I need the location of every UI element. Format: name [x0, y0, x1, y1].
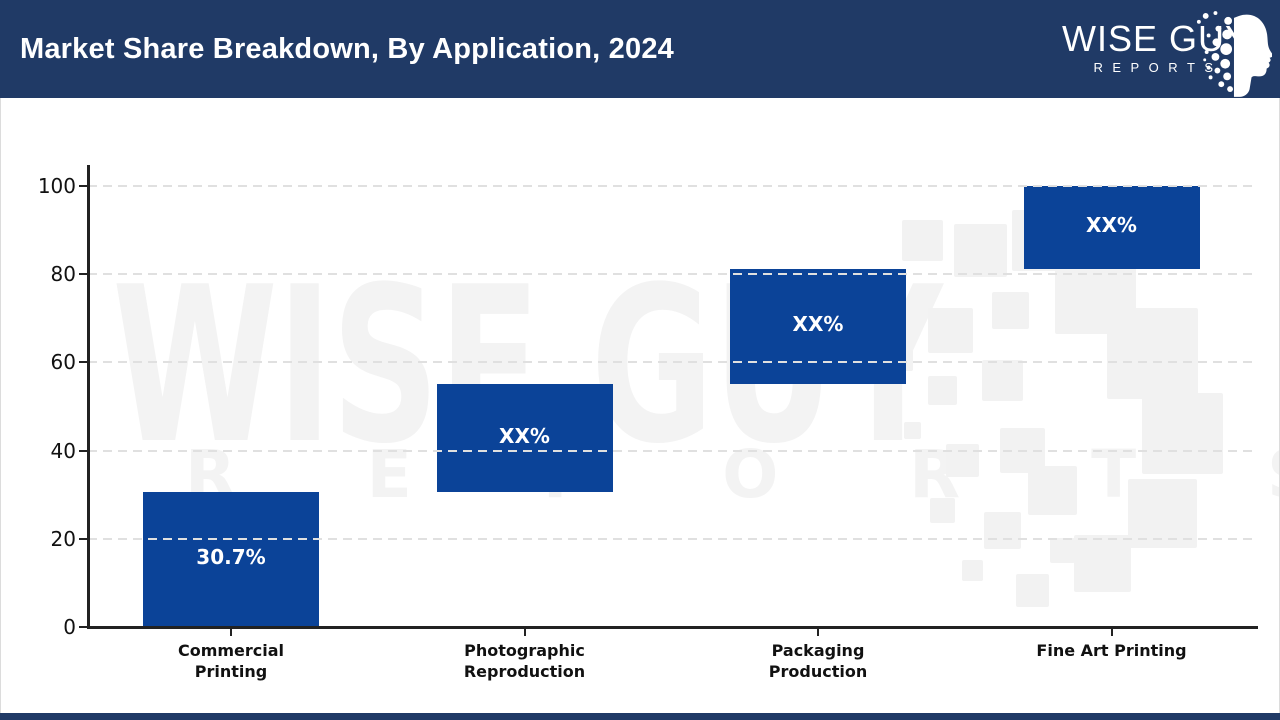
- bar-segment: [143, 491, 319, 627]
- y-tick-mark: [79, 361, 87, 364]
- bar-segment: [1023, 186, 1200, 269]
- bar-value-label: XX%: [792, 312, 844, 337]
- grid-line: [88, 361, 1256, 364]
- x-tick-mark: [230, 628, 232, 636]
- x-tick-mark: [523, 628, 526, 636]
- grid-line: [88, 537, 1256, 540]
- y-tick-mark: [79, 626, 87, 628]
- y-tick-label: 80: [50, 262, 76, 287]
- bar-value-label: 30.7%: [196, 545, 266, 570]
- y-tick-label: 100: [37, 174, 76, 198]
- page-title: Market Share Breakdown, By Application, …: [20, 32, 674, 65]
- y-tick-mark: [79, 537, 87, 540]
- grid-line: [88, 449, 1256, 452]
- y-tick-label: 0: [63, 615, 76, 639]
- x-category-label: Commercial Printing: [177, 641, 285, 681]
- y-tick-label: 60: [50, 350, 76, 375]
- y-tick-label: 40: [50, 438, 76, 463]
- y-tick-label: 20: [50, 526, 76, 551]
- x-tick-mark: [1110, 628, 1113, 636]
- grid-line: [88, 273, 1256, 276]
- logo: WISE GUY REPORTS: [1022, 4, 1272, 97]
- x-category-label: Photographic Reproduction: [463, 641, 586, 681]
- y-tick-mark: [79, 449, 87, 452]
- y-tick-mark: [79, 185, 87, 187]
- bar-segment: [436, 383, 613, 492]
- logo-subtitle: REPORTS: [1093, 60, 1223, 75]
- x-category-label: Packaging Production: [768, 641, 868, 681]
- bar-value-label: XX%: [1086, 213, 1137, 238]
- footer-bar: [0, 713, 1280, 720]
- y-axis-line: [87, 165, 90, 628]
- x-axis-line: [87, 626, 1258, 629]
- left-edge-border: [0, 98, 1, 713]
- x-tick-mark: [817, 628, 819, 636]
- y-tick-mark: [79, 273, 87, 276]
- watermark-reports: R E P O R T S: [185, 436, 1280, 513]
- bar-value-label: XX%: [499, 423, 550, 448]
- logo-face-icon: [1196, 11, 1272, 97]
- x-category-label: Fine Art Printing: [1036, 641, 1187, 660]
- bar-segment: [730, 268, 906, 384]
- grid-line: [88, 185, 1256, 187]
- header-bar: Market Share Breakdown, By Application, …: [0, 0, 1280, 98]
- chart-area: WISE GUY R E P O R T S 0 20 40 60 80 100 30.7%…: [0, 98, 1280, 713]
